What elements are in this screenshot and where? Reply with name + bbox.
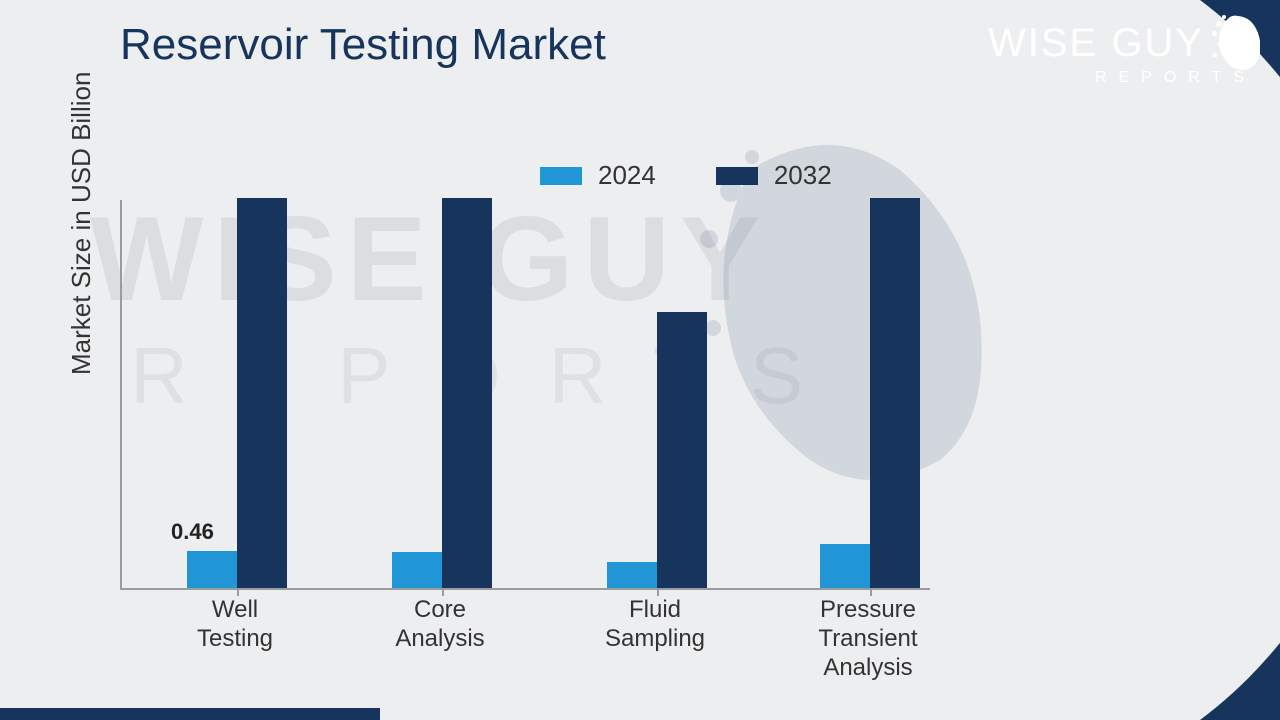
brand-name: WISE GUY	[988, 21, 1204, 66]
x-category-label: WellTesting	[145, 596, 325, 654]
brand-word-wise: WISE	[988, 21, 1098, 66]
bar	[657, 312, 707, 588]
brand-logo: WISE GUY REPORTS	[988, 15, 1260, 87]
bar	[442, 198, 492, 588]
x-category-label: FluidSampling	[565, 596, 745, 654]
bar	[870, 198, 920, 588]
x-tick	[657, 588, 659, 596]
legend-swatch-2032	[716, 167, 758, 185]
x-tick	[442, 588, 444, 596]
chart-canvas: WISE GUY REPORTS Reservoir Testing Marke…	[0, 0, 1280, 720]
x-category-label: CoreAnalysis	[350, 596, 530, 654]
brand-word-guy: GUY	[1111, 21, 1204, 66]
plot-area: 0.46	[120, 200, 930, 590]
legend-item-2032: 2032	[716, 160, 832, 191]
bar	[607, 562, 657, 588]
legend-item-2024: 2024	[540, 160, 656, 191]
legend: 2024 2032	[540, 160, 832, 191]
x-category-label: PressureTransientAnalysis	[778, 596, 958, 682]
x-axis-labels: WellTestingCoreAnalysisFluidSamplingPres…	[120, 596, 930, 706]
brand-subtitle: REPORTS	[988, 69, 1260, 87]
legend-swatch-2024	[540, 167, 582, 185]
bar	[392, 552, 442, 588]
bottom-accent-bar	[0, 708, 380, 720]
bar	[237, 198, 287, 588]
x-tick	[870, 588, 872, 596]
y-axis-label: Market Size in USD Billion	[66, 72, 97, 375]
chart-title: Reservoir Testing Market	[120, 20, 606, 70]
bar	[820, 544, 870, 588]
bar	[187, 551, 237, 588]
legend-label-2032: 2032	[774, 160, 832, 191]
x-tick	[237, 588, 239, 596]
legend-label-2024: 2024	[598, 160, 656, 191]
brand-head-icon	[1214, 15, 1260, 71]
bar-value-label: 0.46	[171, 519, 214, 545]
